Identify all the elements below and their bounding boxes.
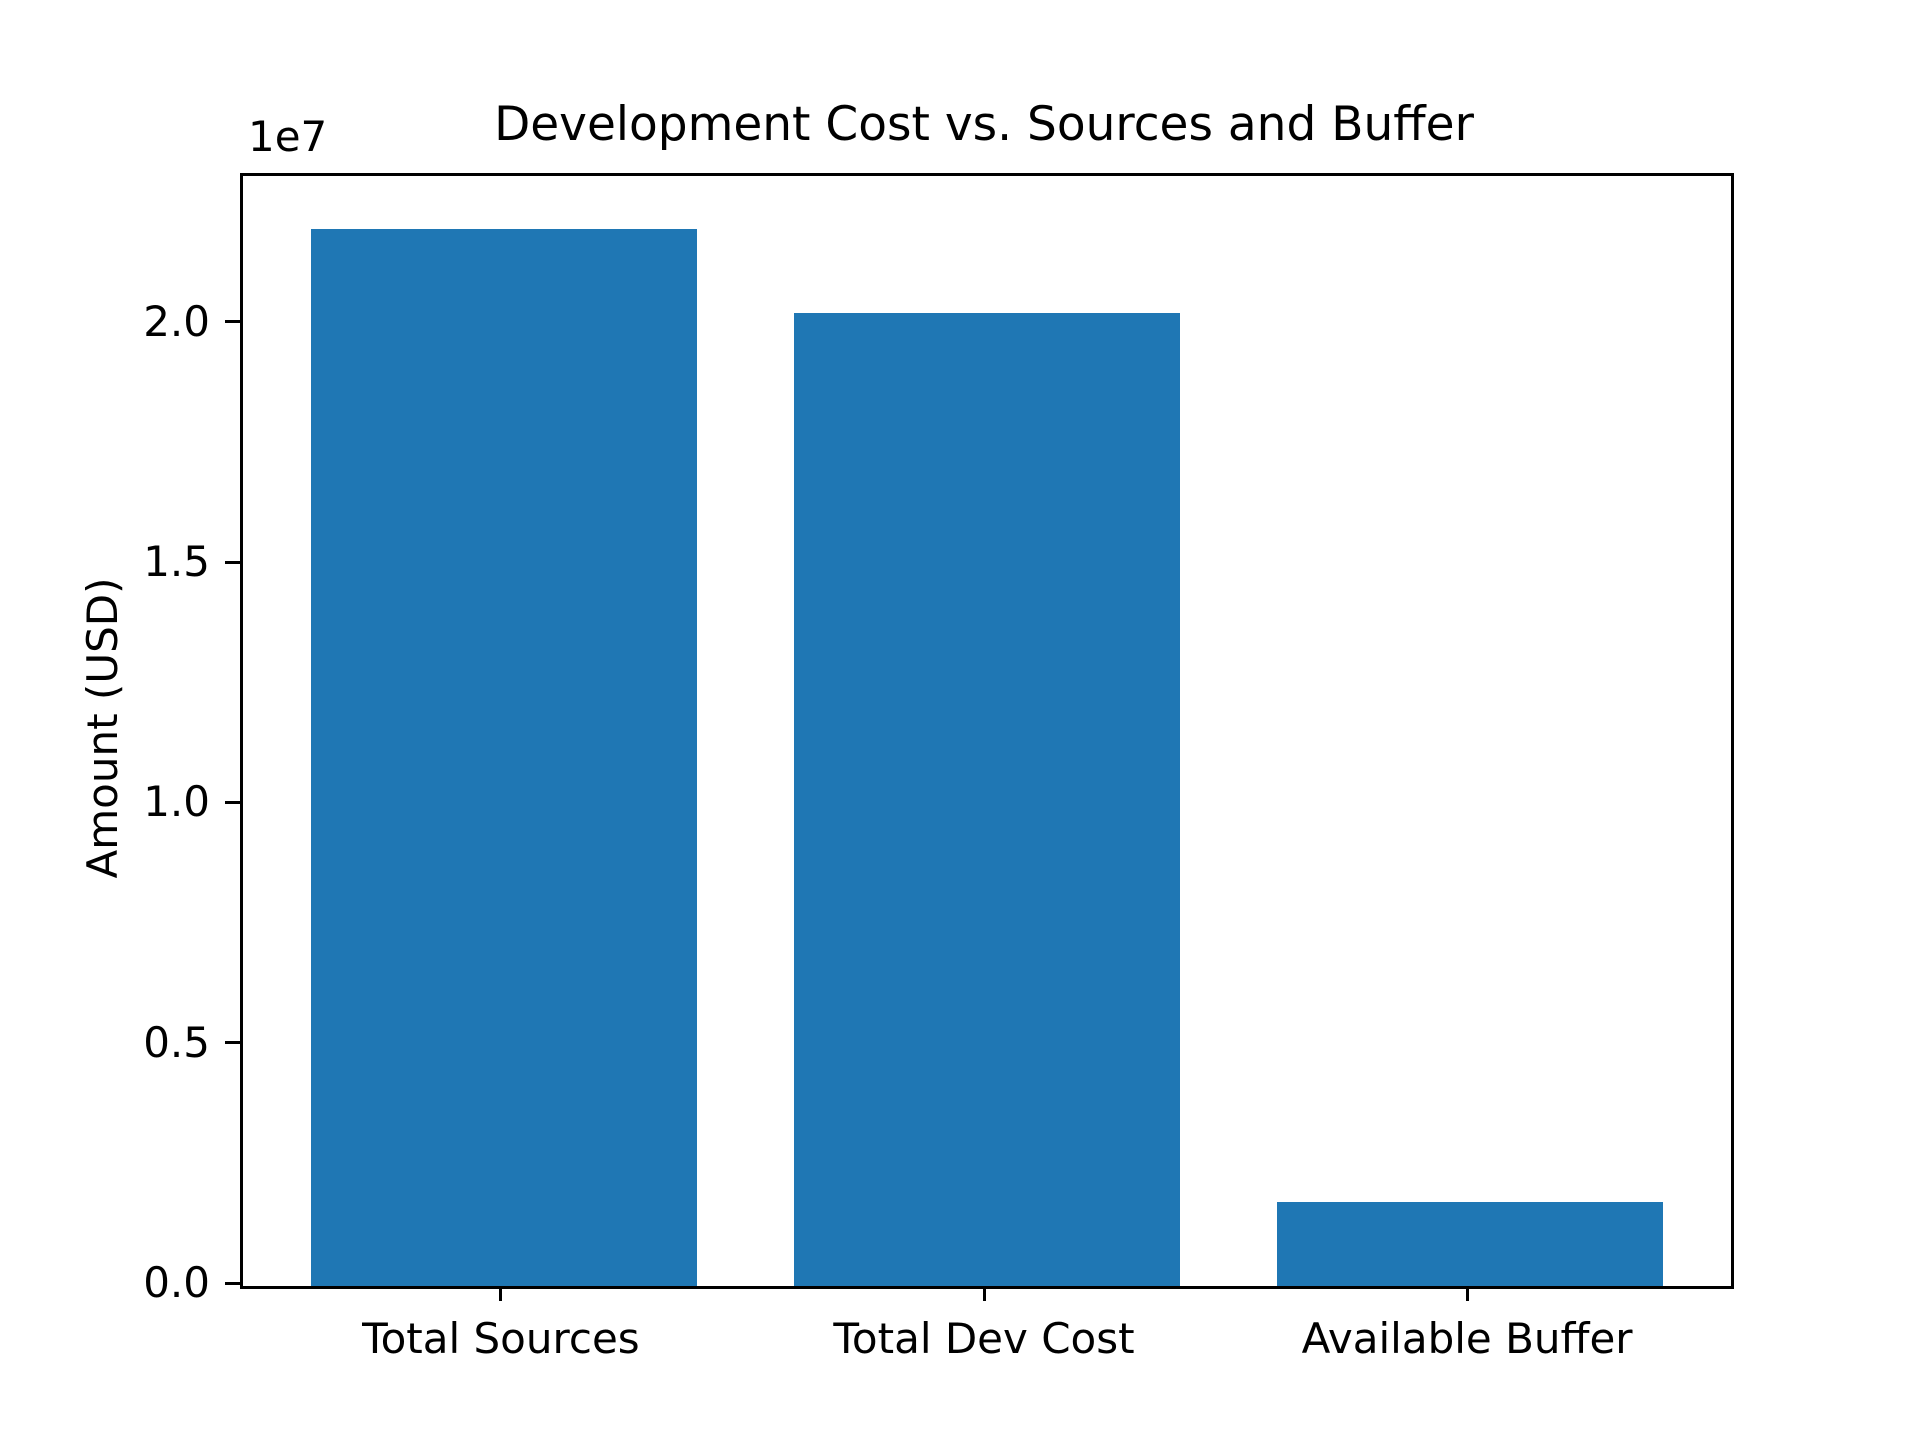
y-axis-label: Amount (USD): [78, 577, 127, 879]
y-tick-label: 0.5: [143, 1017, 210, 1067]
x-tick-mark: [982, 1286, 986, 1301]
plot-area: [240, 173, 1734, 1289]
bar-total-sources: [310, 228, 698, 1286]
y-tick-mark: [225, 1281, 240, 1285]
chart-title: Development Cost vs. Sources and Buffer: [494, 97, 1474, 152]
x-tick-label-total-sources: Total Sources: [362, 1314, 640, 1363]
bar-total-dev-cost: [793, 312, 1181, 1286]
y-tick-mark: [225, 1041, 240, 1045]
y-tick-label: 2.0: [143, 296, 210, 346]
y-tick-mark: [225, 560, 240, 564]
y-tick-mark: [225, 320, 240, 324]
y-tick-label: 1.5: [143, 537, 210, 587]
y-tick-label: 0.0: [143, 1258, 210, 1307]
y-tick-label: 1.0: [143, 777, 210, 827]
x-tick-label-total-dev-cost: Total Dev Cost: [833, 1314, 1135, 1363]
x-tick-label-available-buffer: Available Buffer: [1301, 1314, 1633, 1363]
x-tick-mark: [1465, 1286, 1469, 1301]
y-axis-offset-text: 1e7: [248, 112, 328, 161]
y-tick-mark: [225, 800, 240, 804]
x-tick-mark: [499, 1286, 503, 1301]
bar-available-buffer: [1276, 1201, 1664, 1286]
